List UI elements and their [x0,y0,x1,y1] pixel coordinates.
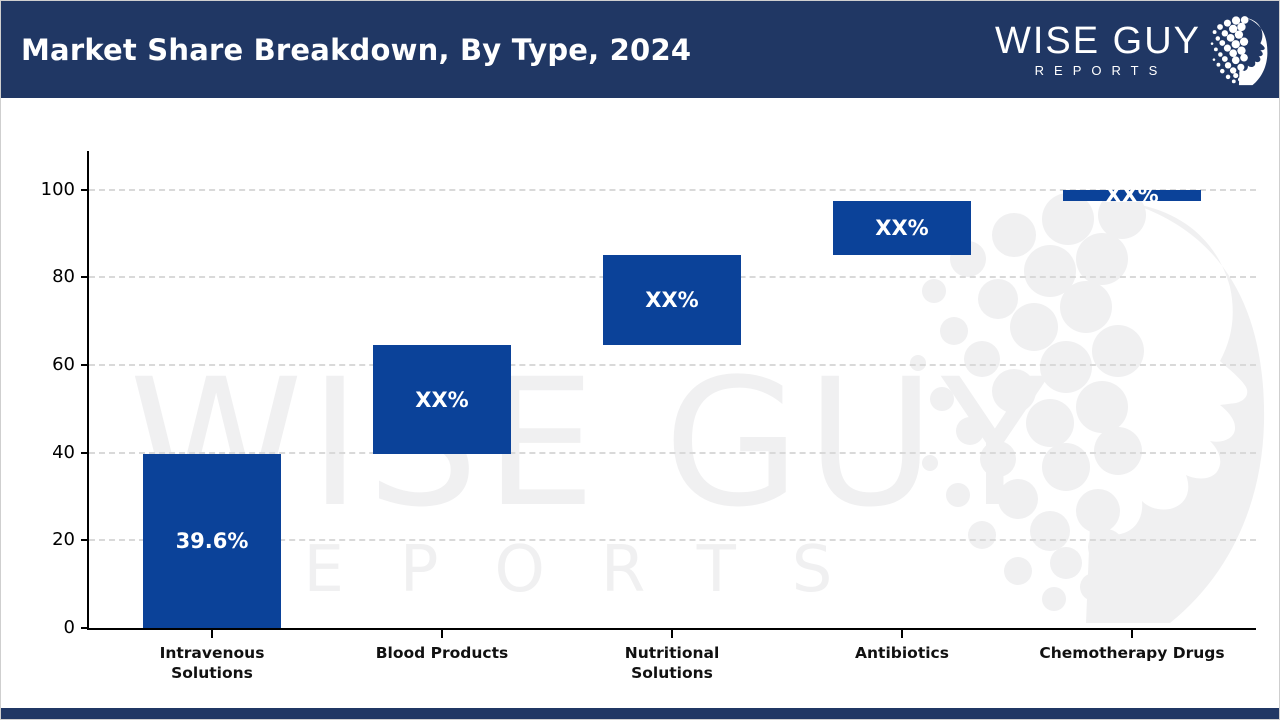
x-tick-mark [671,630,673,638]
gridline-60 [89,363,1256,366]
y-tick-mark [81,363,89,366]
y-axis-line [87,151,89,630]
y-tick-mark [81,276,89,279]
bar-nutritional-solutions [603,255,741,346]
bar-intravenous-solutions [143,454,281,628]
chart-area: WISE GUY REPORTS 39.6% XX% XX% XX% XX% 0 20 40… [1,98,1279,710]
bar-chemotherapy-drugs [1063,189,1201,202]
logo-text: WISE GUY REPORTS [995,22,1201,78]
x-tick-label-blood-products: Blood Products [375,644,509,662]
header-bar: Market Share Breakdown, By Type, 2024 WI… [1,1,1279,98]
dotted-face-logo-icon [1205,10,1269,90]
x-tick-label-chemotherapy-drugs: Chemotherapy Drugs [1039,644,1225,662]
watermark-text-2: REPORTS [203,533,889,607]
x-tick-mark [901,630,903,638]
gridline-40 [89,451,1256,454]
wise-guy-logo: WISE GUY REPORTS [995,5,1269,95]
x-tick-mark [441,630,443,638]
bar-blood-products [373,345,511,455]
gridline-20 [89,539,1256,542]
footer-bar [1,708,1279,719]
bar-antibiotics [833,201,971,256]
y-tick-mark [81,539,89,542]
bar-value-label: 39.6% [175,529,249,554]
y-tick-mark [81,451,89,454]
bar-value-label: XX% [645,288,699,313]
gridline-100 [89,188,1256,191]
x-tick-label-intravenous-solutions: Intravenous Solutions [159,644,265,683]
bar-value-label: XX% [1105,183,1159,208]
y-tick-label-20: 20 [52,529,75,551]
y-tick-label-60: 60 [52,353,75,375]
bar-value-label: XX% [875,216,929,241]
y-tick-mark [81,188,89,191]
logo-subtitle: REPORTS [1034,63,1168,78]
y-tick-mark [81,627,89,629]
x-tick-label-antibiotics: Antibiotics [855,644,949,662]
bar-value-label: XX% [415,387,469,412]
x-tick-mark [211,630,213,638]
watermark-text-1: WISE GUY [129,341,1055,546]
x-tick-mark [1131,630,1133,638]
y-tick-label-40: 40 [52,441,75,463]
logo-wordmark: WISE GUY [994,20,1201,62]
x-tick-label-nutritional-solutions: Nutritional Solutions [624,644,720,683]
x-axis-line [87,628,1256,630]
y-tick-label-100: 100 [40,178,75,200]
y-tick-label-80: 80 [52,266,75,288]
y-tick-label-0: 0 [63,617,75,638]
plot-area: 39.6% XX% XX% XX% XX% [89,151,1256,628]
page-title: Market Share Breakdown, By Type, 2024 [21,32,692,67]
